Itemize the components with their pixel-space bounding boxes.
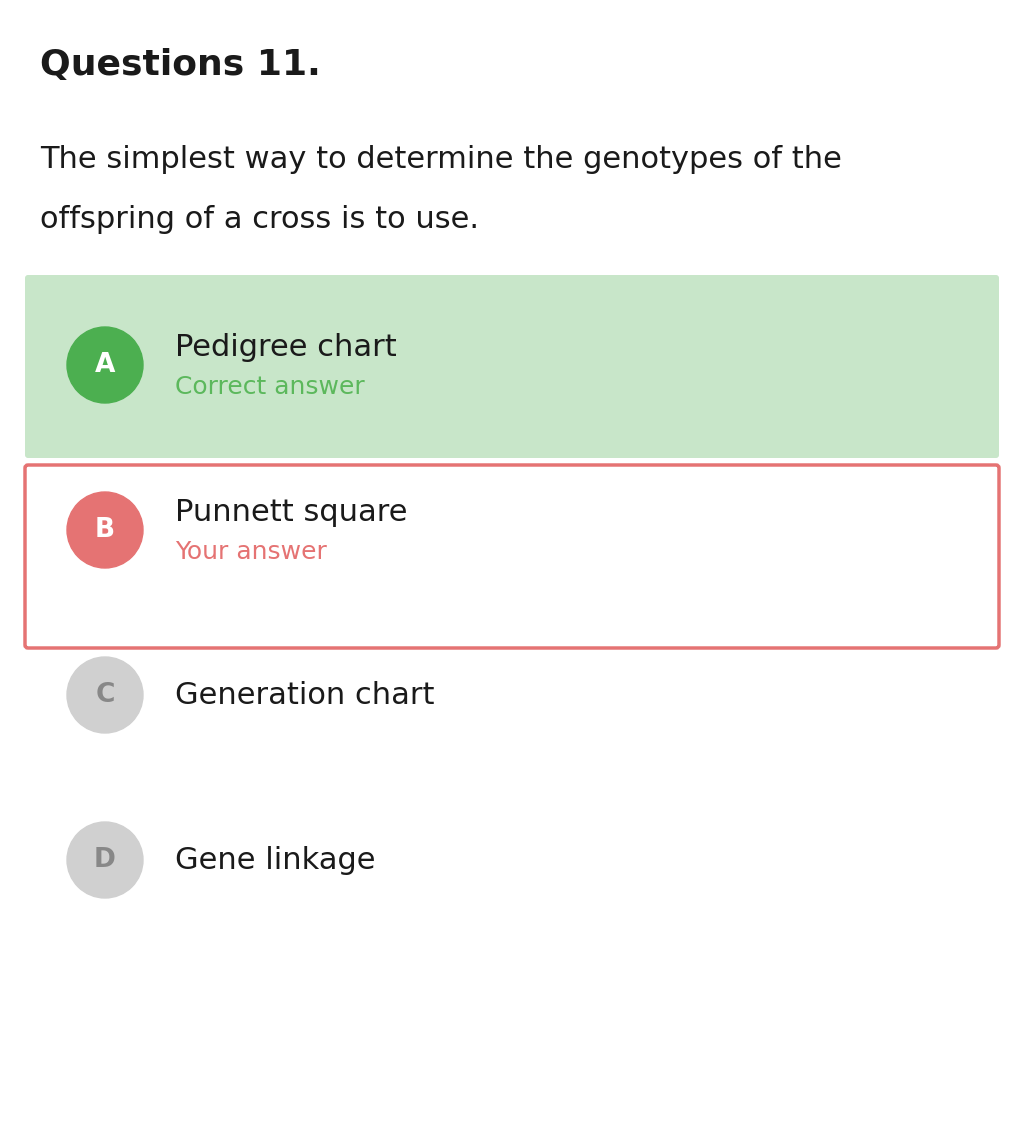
Text: Your answer: Your answer [175, 541, 327, 564]
Text: Punnett square: Punnett square [175, 497, 408, 527]
Text: Correct answer: Correct answer [175, 376, 365, 399]
FancyBboxPatch shape [25, 275, 999, 457]
Text: A: A [95, 352, 115, 378]
Text: Questions 11.: Questions 11. [40, 48, 321, 82]
Circle shape [67, 492, 143, 568]
Text: Pedigree chart: Pedigree chart [175, 332, 396, 362]
FancyBboxPatch shape [25, 465, 999, 648]
Text: D: D [94, 847, 116, 873]
Circle shape [67, 327, 143, 403]
Text: C: C [95, 682, 115, 708]
Circle shape [67, 822, 143, 898]
Text: offspring of a cross is to use.: offspring of a cross is to use. [40, 205, 479, 234]
FancyBboxPatch shape [25, 465, 999, 648]
Text: Generation chart: Generation chart [175, 681, 434, 709]
Text: Gene linkage: Gene linkage [175, 846, 376, 874]
Text: The simplest way to determine the genotypes of the: The simplest way to determine the genoty… [40, 145, 842, 174]
Text: B: B [95, 517, 115, 543]
Circle shape [67, 657, 143, 733]
